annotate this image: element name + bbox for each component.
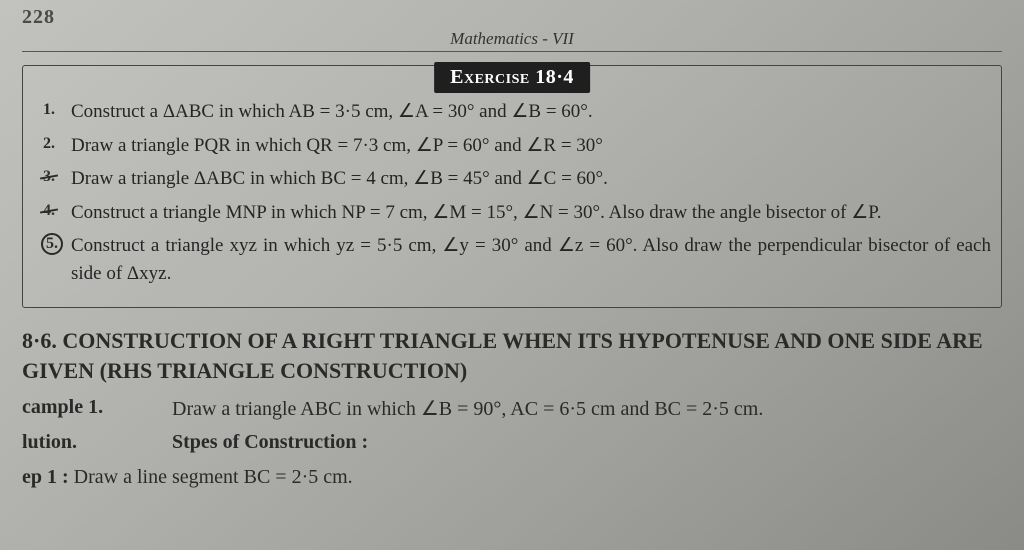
example-label: cample 1. [22, 396, 172, 421]
step-text: Draw a line segment BC = 2·5 cm. [74, 466, 353, 488]
item-number: 4. [43, 199, 71, 222]
list-item: 1. Construct a ΔABC in which AB = 3·5 cm… [43, 98, 991, 126]
example-row: cample 1. Draw a triangle ABC in which ∠… [22, 396, 1002, 421]
solution-label: lution. [22, 431, 172, 454]
struck-number: 3. [43, 165, 55, 188]
item-text: Draw a triangle ΔABC in which BC = 4 cm,… [71, 165, 991, 193]
page-number: 228 [22, 6, 1002, 29]
item-number: 1. [43, 98, 71, 121]
item-text: Construct a triangle xyz in which yz = 5… [71, 232, 991, 287]
header-rule [22, 51, 1002, 52]
step-number: ep 1 : [22, 466, 69, 488]
item-number: 2. [43, 132, 71, 155]
example-text: Draw a triangle ABC in which ∠B = 90°, A… [172, 396, 1002, 421]
solution-row: lution. Stpes of Construction : [22, 431, 1002, 454]
header-row: Mathematics - VII [22, 29, 1002, 55]
list-item: 3. Draw a triangle ΔABC in which BC = 4 … [43, 165, 991, 193]
step-row: ep 1 : Draw a line segment BC = 2·5 cm. [22, 466, 1002, 489]
subject-title: Mathematics - VII [22, 29, 1002, 49]
exercise-badge: Exercise 18·4 [434, 62, 590, 93]
list-item: 2. Draw a triangle PQR in which QR = 7·3… [43, 132, 991, 160]
exercise-items: 1. Construct a ΔABC in which AB = 3·5 cm… [43, 98, 991, 287]
item-number: 3. [43, 165, 71, 188]
item-text: Construct a ΔABC in which AB = 3·5 cm, ∠… [71, 98, 991, 126]
item-number: 5. [43, 232, 71, 255]
section-title: 8·6. CONSTRUCTION OF A RIGHT TRIANGLE WH… [22, 326, 1002, 385]
exercise-box: Exercise 18·4 1. Construct a ΔABC in whi… [22, 65, 1002, 308]
item-text: Draw a triangle PQR in which QR = 7·3 cm… [71, 132, 991, 160]
list-item: 5. Construct a triangle xyz in which yz … [43, 232, 991, 287]
steps-label: Stpes of Construction : [172, 431, 1002, 454]
item-text: Construct a triangle MNP in which NP = 7… [71, 199, 991, 227]
circled-number: 5. [41, 233, 63, 255]
page-root: 228 Mathematics - VII Exercise 18·4 1. C… [0, 0, 1024, 550]
list-item: 4. Construct a triangle MNP in which NP … [43, 199, 991, 227]
struck-number: 4. [43, 199, 55, 222]
